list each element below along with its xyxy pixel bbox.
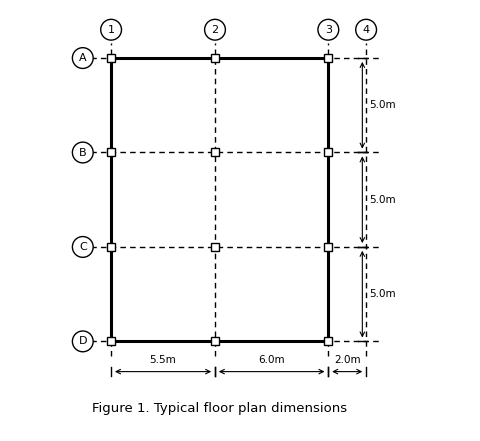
Circle shape [100,19,121,40]
Text: A: A [79,53,86,63]
Text: 1: 1 [108,25,114,35]
Text: 3: 3 [324,25,331,35]
Text: B: B [79,147,86,157]
Circle shape [72,331,93,352]
Text: Figure 1. Typical floor plan dimensions: Figure 1. Typical floor plan dimensions [92,402,347,415]
Circle shape [72,236,93,258]
Text: D: D [78,336,87,346]
Text: 2.0m: 2.0m [333,355,360,365]
Circle shape [355,19,376,40]
Text: 5.0m: 5.0m [368,289,395,299]
Circle shape [317,19,338,40]
Text: 2: 2 [211,25,218,35]
Text: 5.0m: 5.0m [368,100,395,110]
Circle shape [204,19,225,40]
Text: 6.0m: 6.0m [258,355,284,365]
Circle shape [72,142,93,163]
Text: C: C [79,242,86,252]
Text: 5.5m: 5.5m [149,355,176,365]
Text: 4: 4 [362,25,369,35]
Circle shape [72,48,93,68]
Text: 5.0m: 5.0m [368,195,395,205]
